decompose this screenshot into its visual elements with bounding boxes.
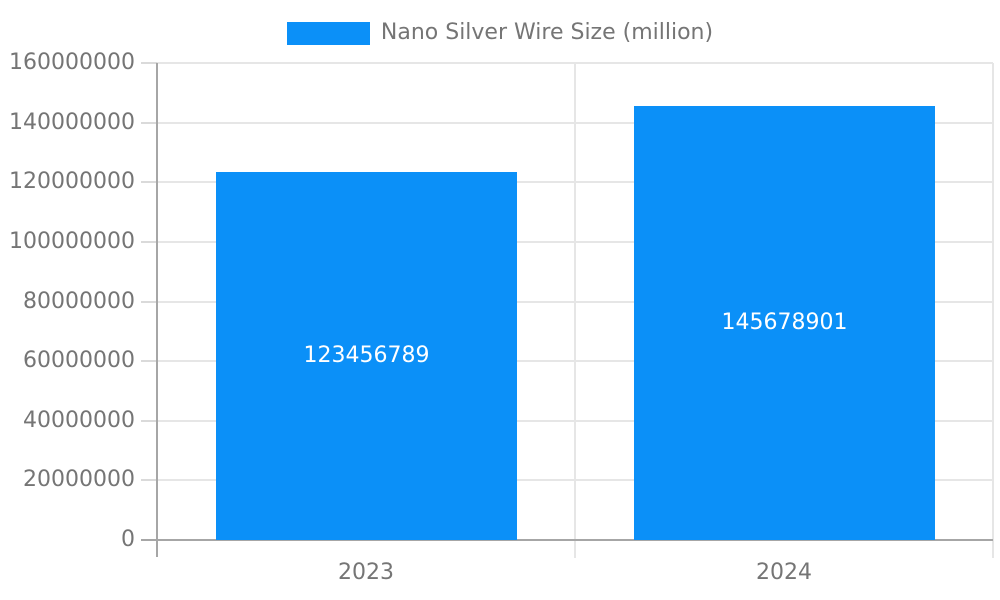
x-tick-label: 2023	[338, 560, 394, 585]
y-axis-tick	[141, 420, 157, 422]
y-axis-tick	[141, 62, 157, 64]
y-tick-label: 100000000	[9, 229, 135, 254]
y-tick-label: 20000000	[23, 467, 135, 492]
y-axis-tick	[141, 122, 157, 124]
category-divider	[574, 63, 576, 558]
y-axis-tick	[141, 241, 157, 243]
y-tick-label: 40000000	[23, 408, 135, 433]
y-axis-tick	[141, 360, 157, 362]
bar-2024[interactable]	[634, 106, 935, 540]
y-tick-label: 160000000	[9, 50, 135, 75]
y-axis-tick	[141, 181, 157, 183]
y-axis-tick	[141, 301, 157, 303]
y-axis-line	[156, 63, 158, 557]
y-tick-label: 80000000	[23, 289, 135, 314]
y-axis-tick	[141, 479, 157, 481]
bar-value-label: 145678901	[721, 310, 848, 335]
x-axis-line	[141, 539, 993, 541]
y-tick-label: 120000000	[9, 169, 135, 194]
y-tick-label: 0	[121, 527, 135, 552]
plot-right-border	[992, 63, 994, 558]
y-tick-label: 60000000	[23, 348, 135, 373]
legend[interactable]: Nano Silver Wire Size (million)	[0, 20, 1000, 46]
x-tick-label: 2024	[756, 560, 812, 585]
bar-2023[interactable]	[216, 172, 517, 540]
legend-swatch	[286, 21, 370, 45]
bar-value-label: 123456789	[303, 343, 430, 368]
y-tick-label: 140000000	[9, 110, 135, 135]
legend-label: Nano Silver Wire Size (million)	[380, 20, 714, 45]
